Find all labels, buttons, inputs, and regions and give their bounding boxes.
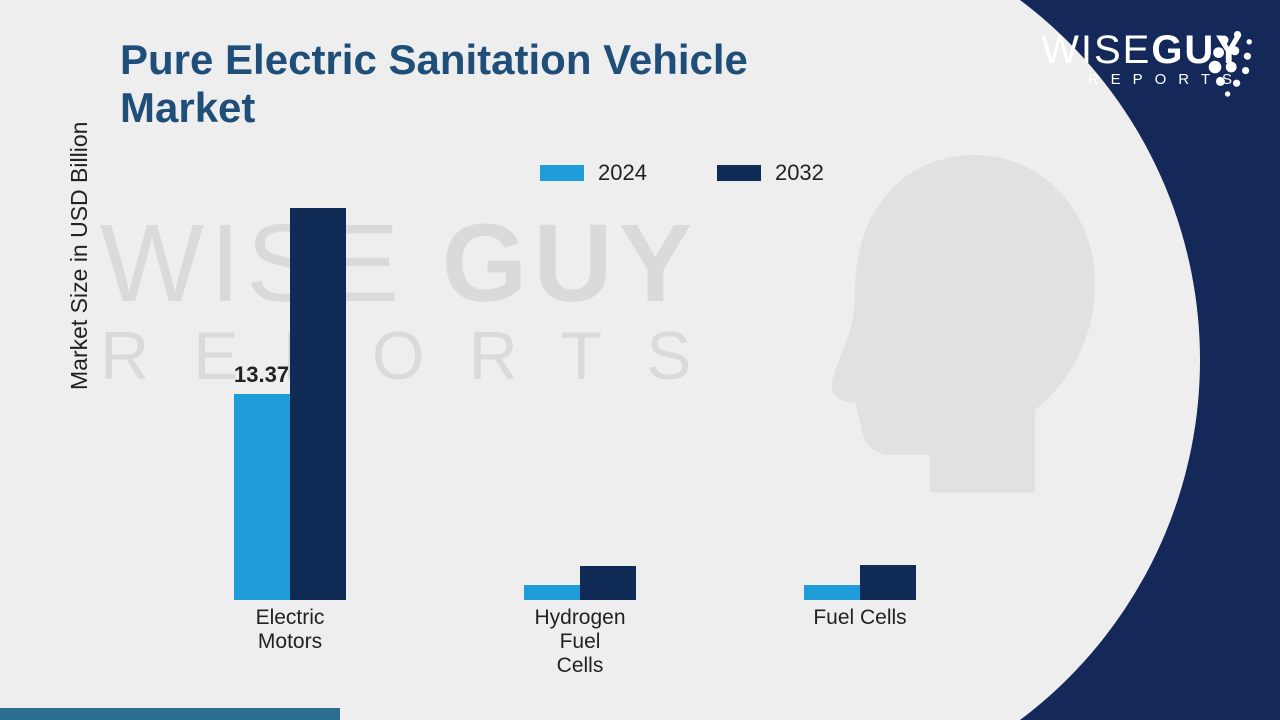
bar-2024	[804, 585, 860, 600]
legend-swatch-2024	[540, 165, 584, 181]
bar-value-label: 13.37	[234, 362, 289, 388]
logo-word-1: WISE	[1041, 28, 1151, 72]
bar-pair	[770, 200, 950, 600]
category-label: ElectricMotors	[200, 606, 380, 654]
y-axis-label: Market Size in USD Billion	[66, 122, 93, 390]
bar-2024	[234, 394, 290, 600]
logo-word-2: GUY	[1151, 28, 1244, 72]
legend: 2024 2032	[540, 160, 824, 186]
category-label: HydrogenFuelCells	[490, 606, 670, 678]
brand-panel	[960, 0, 1280, 720]
legend-label-2024: 2024	[598, 160, 647, 186]
bar-2032	[290, 208, 346, 600]
logo-subtext: REPORTS	[1041, 71, 1244, 88]
bottom-accent-bar	[0, 708, 340, 720]
bar-2032	[860, 565, 916, 600]
chart-title: Pure Electric Sanitation Vehicle Market	[120, 36, 760, 133]
bar-chart: Market Size in USD Billion 13.37Electric…	[80, 190, 940, 670]
category-group: Fuel Cells	[770, 200, 950, 600]
logo-text: WISEGUY	[1041, 28, 1244, 73]
category-label: Fuel Cells	[770, 606, 950, 630]
legend-swatch-2032	[717, 165, 761, 181]
category-group: HydrogenFuelCells	[490, 200, 670, 600]
bar-2032	[580, 566, 636, 600]
legend-item-2032: 2032	[717, 160, 824, 186]
circle-cutout	[960, 0, 1200, 720]
bar-pair: 13.37	[200, 200, 380, 600]
legend-label-2032: 2032	[775, 160, 824, 186]
bar-pair	[490, 200, 670, 600]
category-group: 13.37ElectricMotors	[200, 200, 380, 600]
plot-area: 13.37ElectricMotorsHydrogenFuelCellsFuel…	[180, 200, 940, 600]
legend-item-2024: 2024	[540, 160, 647, 186]
chart-card: WISEGUY REPORTS Pure Electric Sanitation…	[0, 0, 1280, 720]
brand-logo: WISEGUY REPORTS	[1041, 28, 1244, 88]
bar-2024	[524, 585, 580, 600]
